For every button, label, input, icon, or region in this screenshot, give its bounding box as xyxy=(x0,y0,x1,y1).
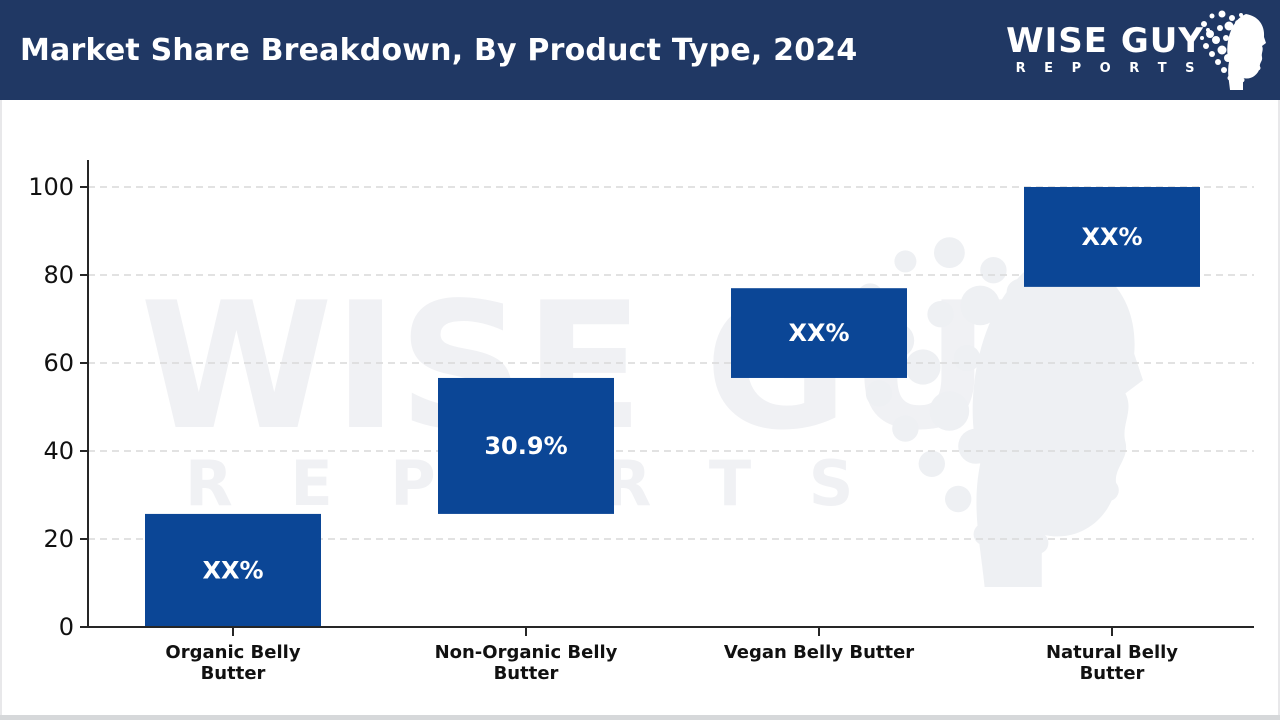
bar-organic-belly-butter: XX% xyxy=(145,513,321,627)
bar-value-label: XX% xyxy=(1081,223,1142,251)
left-edge-line xyxy=(0,100,2,720)
x-tick-label: Non-Organic Belly Butter xyxy=(435,642,618,684)
bar-non-organic-belly-butter: 30.9% xyxy=(438,377,614,514)
logo-wordmark: WISE GUY xyxy=(1006,21,1204,61)
y-tick-label: 100 xyxy=(28,173,74,201)
bar-value-label: XX% xyxy=(202,556,263,584)
logo-subtitle: R E P O R T S xyxy=(1015,61,1202,76)
watermark: WISE GUY R E P O R T S xyxy=(140,237,1143,587)
y-tick-label: 40 xyxy=(43,437,74,465)
bar-vegan-belly-butter: XX% xyxy=(731,288,907,378)
y-tick-label: 0 xyxy=(59,613,74,641)
x-tick-label: Natural Belly Butter xyxy=(1046,642,1178,684)
x-tick-label: Vegan Belly Butter xyxy=(724,642,914,663)
bars: XX% 30.9% XX% XX% xyxy=(145,187,1200,627)
watermark-wordmark: WISE GUY xyxy=(140,266,1119,469)
y-tick-label: 80 xyxy=(43,261,74,289)
bottom-strip xyxy=(0,715,1280,720)
right-edge-line xyxy=(1278,100,1280,720)
wiseguy-logo: WISE GUY R E P O R T S xyxy=(1006,10,1266,90)
bar-natural-belly-butter: XX% xyxy=(1024,187,1200,287)
chart-area: WISE GUY R E P O R T S XX% 30.9% XX% XX% 0 2… xyxy=(0,100,1280,720)
bar-value-label: XX% xyxy=(788,319,849,347)
page-title: Market Share Breakdown, By Product Type,… xyxy=(20,32,858,68)
dotted-face-logo-icon xyxy=(1200,10,1266,90)
bar-value-label: 30.9% xyxy=(484,432,567,460)
axes xyxy=(87,160,1254,628)
y-tick-label: 20 xyxy=(43,525,74,553)
chart-svg: WISE GUY R E P O R T S XX% 30.9% XX% XX% 0 2… xyxy=(28,160,1254,684)
x-tick-label: Organic Belly Butter xyxy=(165,642,300,684)
y-tick-label: 60 xyxy=(43,349,74,377)
header-banner: Market Share Breakdown, By Product Type,… xyxy=(0,0,1280,100)
tick-labels: 0 20 40 60 80 100 Organic Belly Butter Non-Organ… xyxy=(28,173,1178,684)
